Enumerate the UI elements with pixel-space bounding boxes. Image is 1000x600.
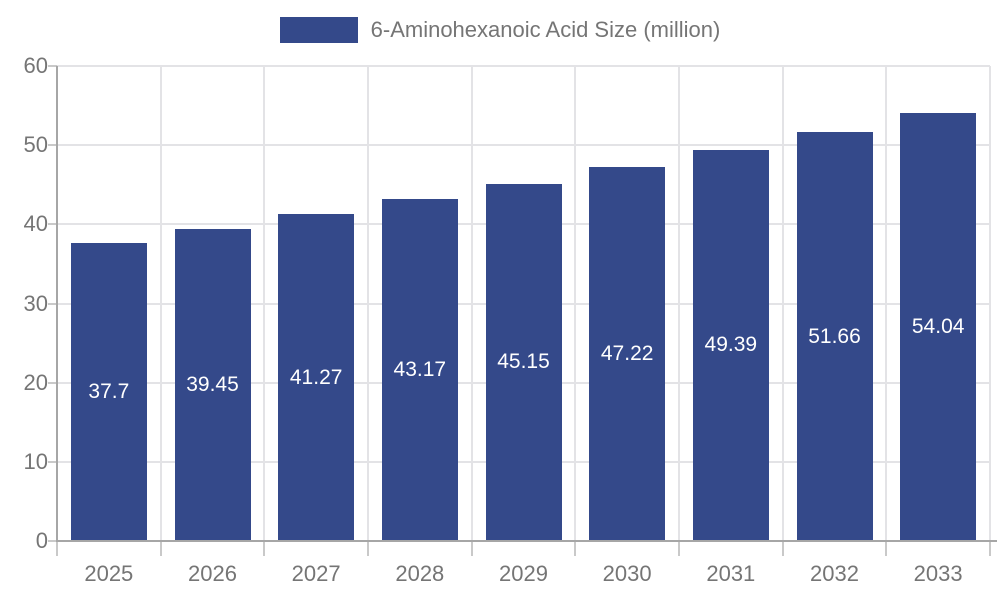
x-tick-label: 2026 (188, 561, 237, 586)
x-axis-tick (678, 541, 680, 556)
gridline-vertical (885, 66, 888, 541)
y-axis-tick (48, 144, 57, 147)
x-axis-tick (885, 541, 888, 556)
y-axis-tick (48, 65, 57, 67)
bar-value-label: 45.15 (497, 350, 550, 374)
y-tick-label: 60 (23, 53, 48, 78)
y-tick-label: 0 (35, 528, 48, 553)
bar-value-label: 43.17 (393, 358, 447, 382)
bar-value-label: 41.27 (289, 365, 343, 389)
y-tick-label: 10 (23, 448, 48, 474)
bar-2031 (692, 149, 769, 541)
y-axis-tick (48, 460, 57, 463)
bar-value-label: 47.22 (600, 342, 654, 366)
x-axis-tick (263, 541, 266, 556)
x-axis-tick (781, 541, 784, 556)
x-axis-line (56, 540, 997, 542)
bar-value-label: 37.7 (88, 379, 130, 403)
bar-value-label: 54.04 (911, 315, 965, 339)
gridline-vertical (989, 66, 991, 541)
bar-2026 (174, 228, 251, 541)
x-tick-label: 2030 (602, 561, 652, 586)
gridline-vertical (263, 66, 266, 541)
x-tick-label: 2029 (499, 561, 548, 586)
x-tick-label: 2025 (84, 561, 134, 586)
y-axis-line (56, 66, 58, 542)
x-axis-tick (367, 541, 369, 556)
bar-2030 (589, 167, 666, 541)
legend-label: 6-Aminohexanoic Acid Size (million) (370, 17, 721, 42)
x-axis-tick (159, 541, 162, 556)
legend: 6-Aminohexanoic Acid Size (million) (0, 14, 1000, 46)
x-tick-label: 2033 (913, 561, 963, 586)
gridline-vertical (781, 66, 784, 541)
gridline-horizontal (57, 144, 990, 147)
bar-2027 (278, 214, 355, 541)
x-axis-tick (56, 541, 58, 556)
x-axis-tick (574, 541, 577, 556)
y-axis-tick (48, 381, 57, 384)
gridline-vertical (367, 66, 369, 541)
bar-2033 (900, 113, 977, 541)
gridline-vertical (470, 66, 473, 541)
x-tick-label: 2028 (395, 561, 445, 586)
x-tick-label: 2032 (810, 561, 859, 586)
y-tick-label: 20 (23, 369, 48, 395)
bar-2032 (796, 132, 873, 541)
bar-value-label: 39.45 (186, 372, 239, 396)
x-tick-label: 2027 (291, 561, 341, 586)
bar-value-label: 49.39 (704, 333, 758, 357)
gridline-vertical (159, 66, 162, 541)
y-tick-label: 30 (23, 290, 48, 316)
x-tick-label: 2031 (706, 561, 756, 586)
gridline-vertical (574, 66, 577, 541)
bar-2028 (381, 199, 458, 541)
x-axis-tick (989, 541, 991, 556)
bar-2029 (485, 183, 562, 541)
bar-2025 (70, 242, 147, 541)
bar-value-label: 51.66 (808, 324, 861, 348)
y-tick-label: 50 (23, 132, 48, 158)
gridline-horizontal (57, 65, 990, 67)
y-axis-tick (48, 540, 57, 542)
gridline-vertical (678, 66, 680, 541)
legend-swatch (279, 17, 358, 43)
y-axis-tick (48, 223, 57, 226)
x-axis-tick (470, 541, 473, 556)
y-tick-label: 40 (23, 211, 48, 237)
y-axis-tick (48, 302, 57, 305)
